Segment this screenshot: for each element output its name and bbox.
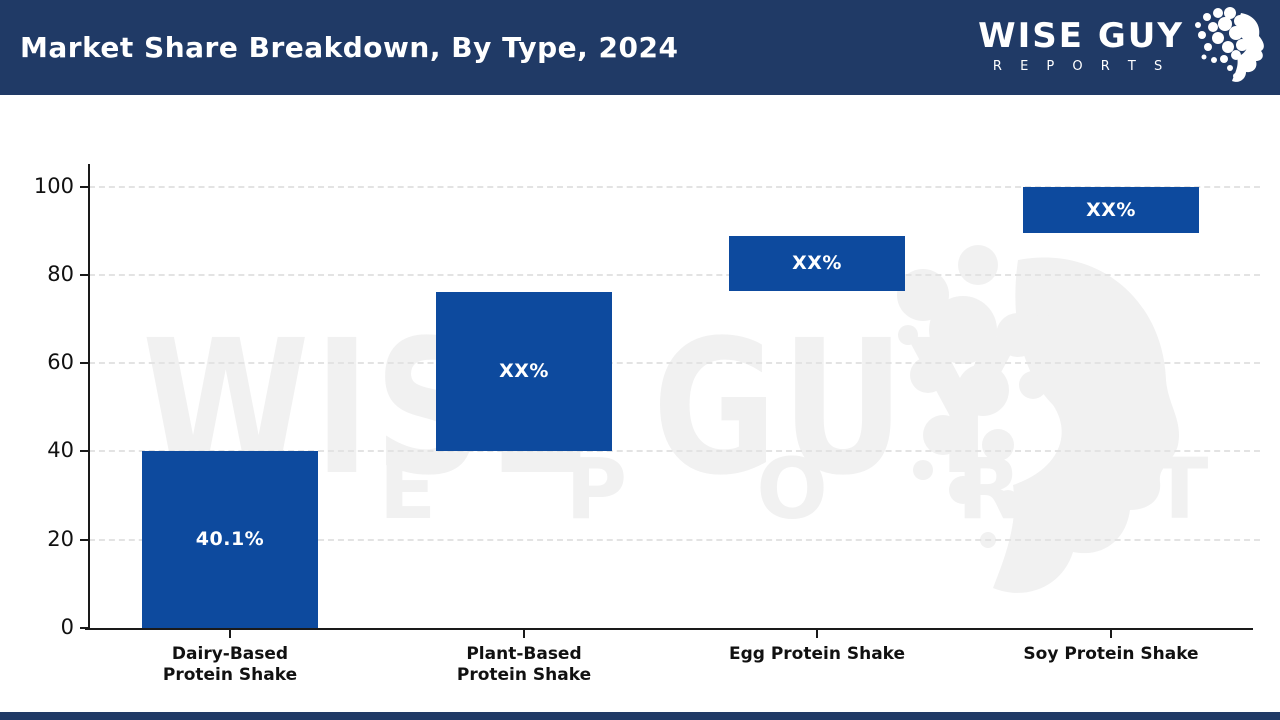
x-tick-mark-2 [816, 630, 818, 638]
bar-plant-based-protein-shake: XX% [436, 291, 612, 451]
gridline-y-40 [89, 450, 1260, 453]
chart-title: Market Share Breakdown, By Type, 2024 [20, 31, 679, 64]
bar-value-label: XX% [1086, 198, 1136, 221]
y-tick-label-20: 20 [47, 526, 74, 551]
logo-brand-subtitle: R E P O R T S [992, 59, 1170, 74]
bar-egg-protein-shake: XX% [729, 235, 905, 291]
wise-guy-reports-logo: WISE GUY R E P O R T S [978, 0, 1272, 95]
footer-accent-bar [0, 712, 1280, 720]
y-tick-mark-40 [80, 450, 88, 453]
plot-area: 0 20 40 60 80 100 40.1% Dairy-Based Protein Sha… [0, 95, 1280, 712]
gridline-y-100 [89, 185, 1260, 188]
x-tick-mark-3 [1110, 630, 1112, 638]
category-label-1: Plant-Based Protein Shake [456, 644, 592, 685]
gridline-y-20 [89, 538, 1260, 541]
dotted-face-logo-icon [1195, 7, 1264, 82]
y-tick-mark-60 [80, 362, 88, 365]
category-label-0: Dairy-Based Protein Shake [162, 644, 298, 685]
gridline-y-60 [89, 362, 1260, 365]
y-tick-mark-100 [80, 185, 88, 188]
y-tick-mark-20 [80, 538, 88, 541]
y-tick-label-80: 80 [47, 261, 74, 286]
x-axis-line [85, 628, 1253, 630]
bar-value-label: 40.1% [195, 528, 265, 551]
header-bar: Market Share Breakdown, By Type, 2024 WI… [0, 0, 1280, 95]
y-tick-label-60: 60 [47, 350, 74, 375]
bar-value-label: XX% [792, 252, 842, 275]
y-tick-mark-0 [80, 627, 88, 629]
logo-text: WISE GUY R E P O R T S [978, 16, 1184, 74]
y-tick-mark-80 [80, 273, 88, 276]
y-axis-line [88, 164, 90, 630]
y-tick-label-40: 40 [47, 438, 74, 463]
x-tick-mark-0 [229, 630, 231, 638]
gridline-y-80 [89, 273, 1260, 276]
x-tick-mark-1 [523, 630, 525, 638]
logo-brand-name: WISE GUY [978, 16, 1184, 56]
category-label-2: Egg Protein Shake [728, 644, 906, 664]
bar-soy-protein-shake: XX% [1023, 186, 1199, 234]
y-tick-label-0: 0 [60, 615, 74, 639]
bar-value-label: XX% [499, 360, 549, 383]
y-tick-label-100: 100 [33, 173, 74, 198]
category-label-3: Soy Protein Shake [1023, 644, 1199, 664]
bar-dairy-based-protein-shake: 40.1% [142, 450, 318, 628]
